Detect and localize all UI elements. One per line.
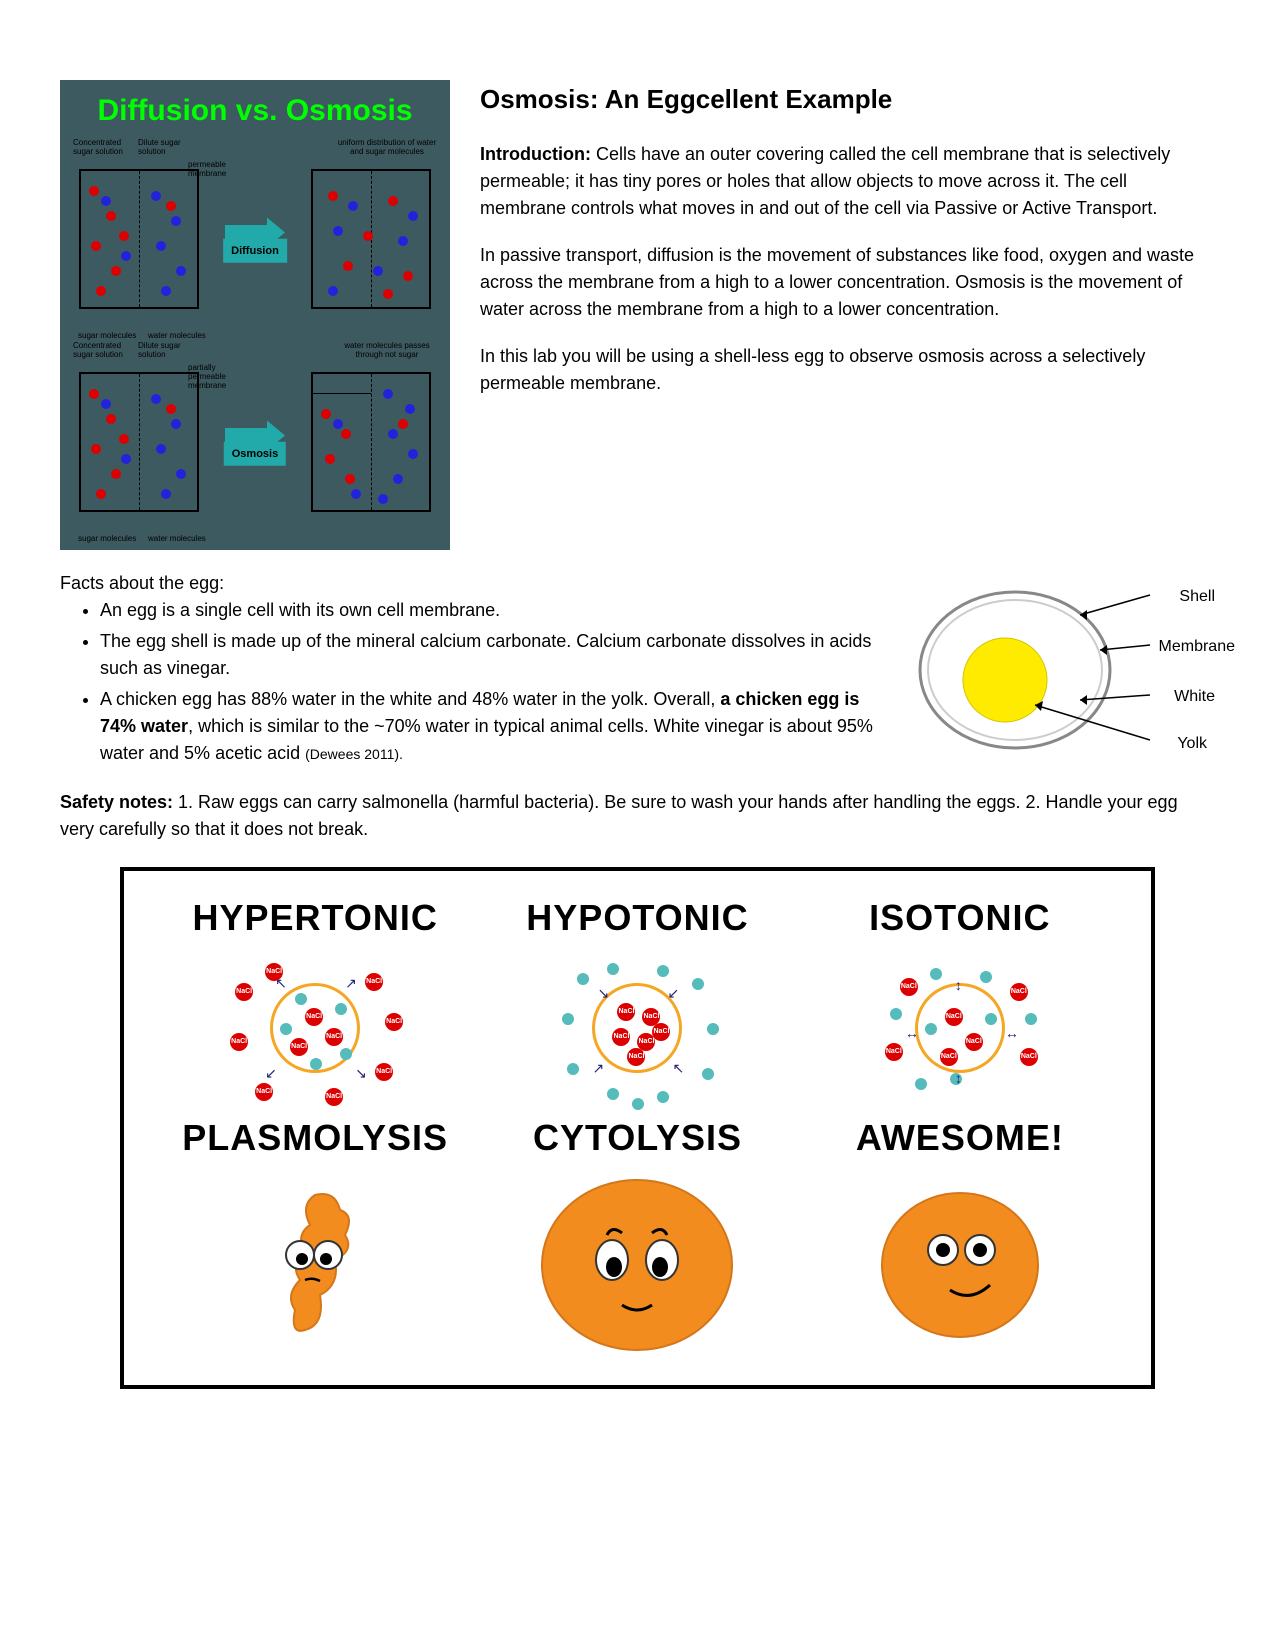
paragraph-2: In passive transport, diffusion is the m… (480, 242, 1215, 323)
facts-list: An egg is a single cell with its own cel… (60, 597, 880, 767)
paragraph-3: In this lab you will be using a shell-le… (480, 343, 1215, 397)
diagram-title: Diffusion vs. Osmosis (68, 88, 442, 133)
hypertonic-cell: NaClNaCl NaClNaCl NaClNaCl NaClNaCl NaCl… (215, 953, 415, 1103)
hypotonic-header: HYPOTONIC (476, 891, 798, 945)
safety-label: Safety notes: (60, 792, 173, 812)
diffusion-row: Diffusion Concentrated sugar solution Di… (68, 141, 442, 336)
plasmolysis-blob (205, 1175, 425, 1355)
intro-label: Introduction: (480, 144, 591, 164)
safety-notes: Safety notes: 1. Raw eggs can carry salm… (60, 789, 1215, 843)
beaker-diffusion-before (79, 169, 199, 309)
beaker-osmosis-after (311, 372, 431, 512)
egg-label-membrane: Membrane (1159, 635, 1235, 659)
egg-label-shell: Shell (1179, 585, 1215, 609)
diffusion-label: Diffusion (223, 238, 287, 263)
tonicity-infographic: HYPERTONIC NaClNaCl NaClNaCl NaClNaCl Na… (120, 867, 1155, 1389)
hypertonic-header: HYPERTONIC (154, 891, 476, 945)
beaker-osmosis-before (79, 372, 199, 512)
beaker-diffusion-after (311, 169, 431, 309)
egg-label-yolk: Yolk (1177, 732, 1207, 756)
awesome-label: AWESOME! (799, 1111, 1121, 1165)
isotonic-header: ISOTONIC (799, 891, 1121, 945)
fact-item: The egg shell is made up of the mineral … (100, 628, 880, 682)
page-title: Osmosis: An Eggcellent Example (480, 80, 1215, 119)
osmosis-row: Osmosis Concentrated sugar solution Dilu… (68, 344, 442, 539)
diffusion-osmosis-diagram: Diffusion vs. Osmosis Diffusion (60, 80, 450, 550)
isotonic-cell: NaClNaCl NaClNaCl NaClNaCl NaCl ↕↔ ↔↕ (860, 953, 1060, 1103)
egg-diagram: Shell Membrane White Yolk (905, 570, 1215, 770)
facts-heading: Facts about the egg: (60, 570, 880, 597)
fact-item: An egg is a single cell with its own cel… (100, 597, 880, 624)
osmosis-label: Osmosis (224, 441, 286, 466)
cytolysis-blob (527, 1175, 747, 1355)
cytolysis-label: CYTOLYSIS (476, 1111, 798, 1165)
fact-item: A chicken egg has 88% water in the white… (100, 686, 880, 767)
isotonic-blob (850, 1175, 1070, 1355)
egg-label-white: White (1174, 685, 1215, 709)
intro-paragraph: Introduction: Cells have an outer coveri… (480, 141, 1215, 222)
hypotonic-cell: NaClNaCl NaClNaCl NaClNaCl ↘↙ ↗↖ (537, 953, 737, 1103)
plasmolysis-label: PLASMOLYSIS (154, 1111, 476, 1165)
